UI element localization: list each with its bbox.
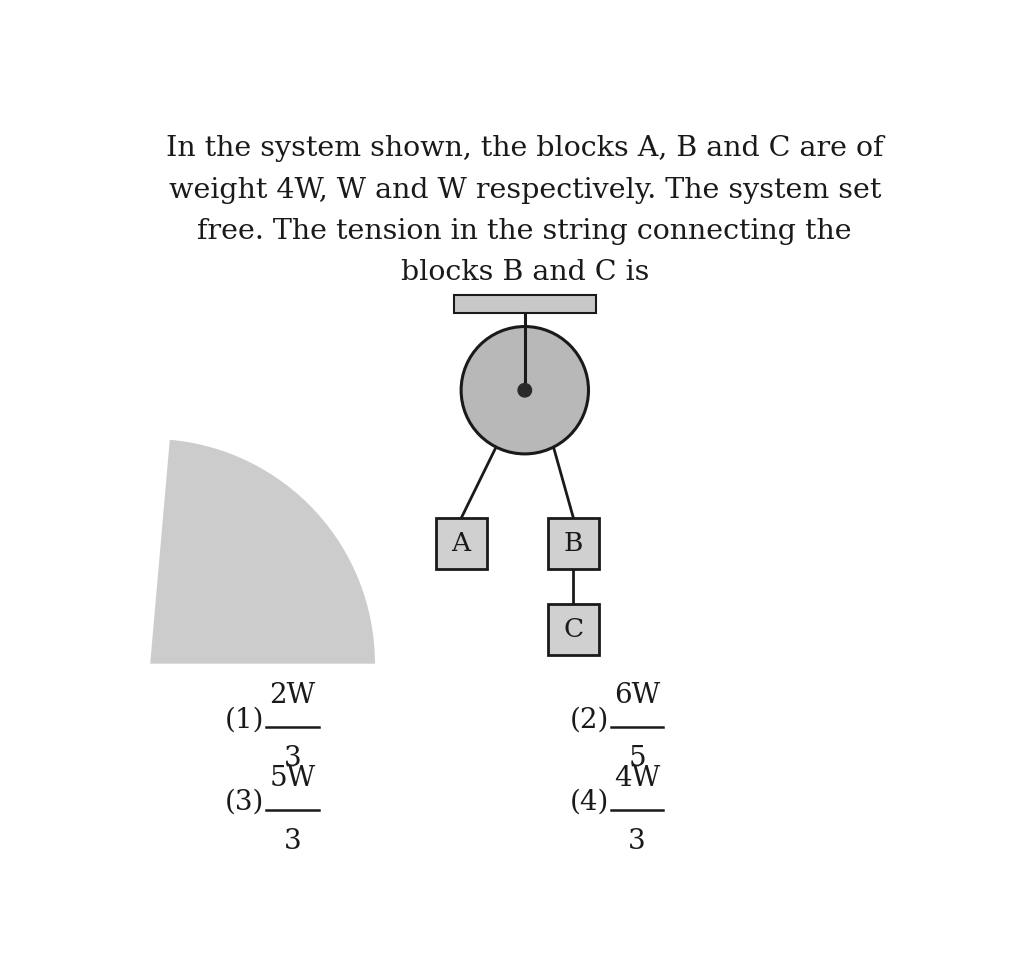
Text: 4W: 4W [614,765,660,792]
Bar [435,519,486,569]
Text: free. The tension in the string connecting the: free. The tension in the string connecti… [198,218,852,245]
Text: 6W: 6W [614,682,660,709]
Bar [454,295,596,313]
Text: B: B [564,531,584,557]
Circle shape [518,383,531,397]
Wedge shape [151,440,375,664]
Text: 3: 3 [629,828,646,854]
Text: (4): (4) [569,789,609,815]
Text: (3): (3) [225,789,264,815]
Text: 2W: 2W [269,682,315,709]
Text: blocks B and C is: blocks B and C is [400,259,649,286]
Bar [548,519,599,569]
Text: 5: 5 [629,745,646,773]
Text: weight 4W, W and W respectively. The system set: weight 4W, W and W respectively. The sys… [169,177,881,203]
Circle shape [461,327,589,453]
Text: (2): (2) [569,706,609,734]
Text: In the system shown, the blocks A, B and C are of: In the system shown, the blocks A, B and… [166,135,884,162]
Text: (1): (1) [225,706,264,734]
Text: 3: 3 [284,745,301,773]
Text: A: A [452,531,471,557]
Text: 5W: 5W [269,765,315,792]
Bar [548,604,599,656]
Text: C: C [563,618,584,642]
Text: 3: 3 [284,828,301,854]
